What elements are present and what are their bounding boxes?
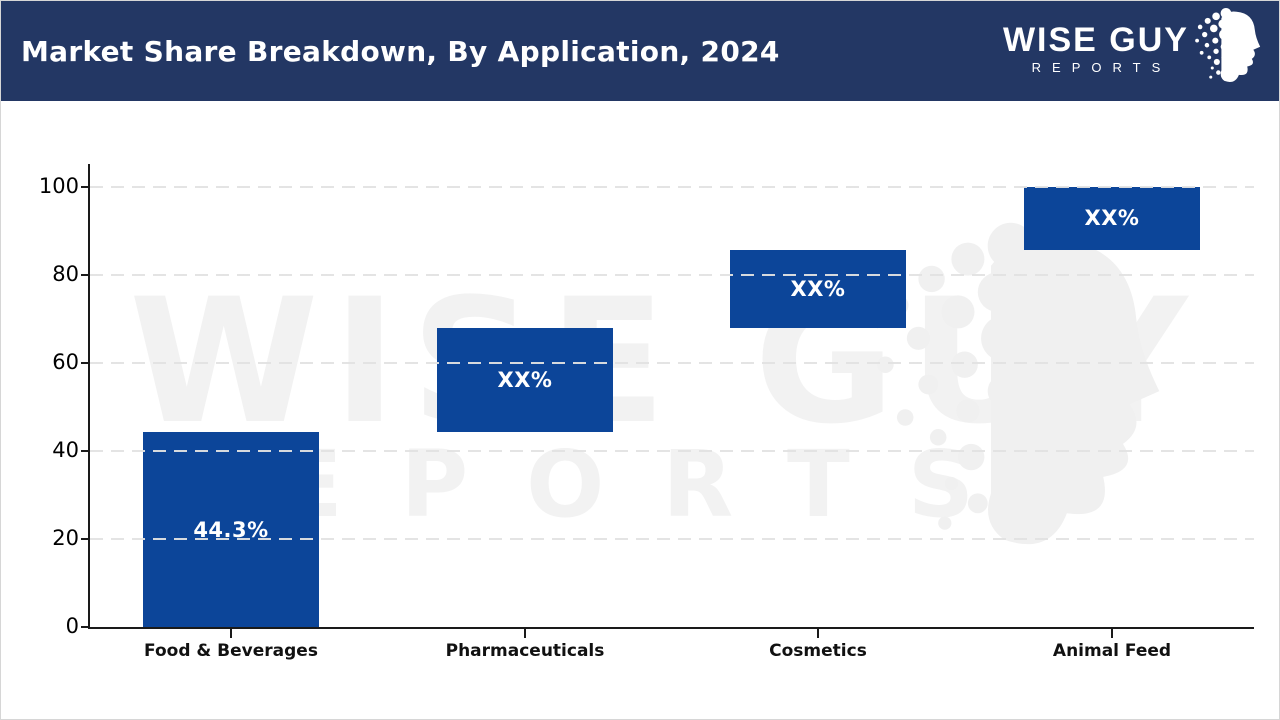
- logo-wordmark: WISE GUY REPORTS: [1002, 20, 1189, 76]
- y-tick-mark: [81, 626, 88, 628]
- x-category-label: Animal Feed: [1052, 641, 1172, 661]
- bar-pharmaceuticals: XX%: [437, 327, 613, 433]
- x-tick-mark: [230, 629, 232, 638]
- x-tick-mark: [524, 629, 526, 638]
- dotted-head-logo-icon: [1195, 7, 1261, 82]
- y-tick-mark: [81, 362, 88, 364]
- y-tick-label: 100: [38, 174, 79, 198]
- y-tick-label: 20: [52, 526, 79, 550]
- x-category-label: Food & Beverages: [144, 641, 318, 661]
- y-tick-label: 40: [52, 438, 79, 462]
- bar-value-label: XX%: [790, 276, 846, 301]
- y-tick-mark: [81, 274, 88, 276]
- y-tick-mark: [81, 186, 88, 188]
- y-tick-label: 80: [52, 262, 79, 286]
- x-tick-mark: [817, 629, 819, 638]
- wise-guy-reports-logo: WISE GUY REPORTS: [1003, 7, 1267, 91]
- header: Market Share Breakdown, By Application, …: [1, 1, 1279, 101]
- y-tick-label: 60: [52, 350, 79, 374]
- gridline-y80: [90, 274, 1254, 276]
- page-title: Market Share Breakdown, By Application, …: [21, 34, 780, 68]
- logo-line2: REPORTS: [1031, 60, 1172, 76]
- bar-cosmetics: XX%: [730, 249, 906, 328]
- y-tick-mark: [81, 450, 88, 452]
- x-tick-mark: [1111, 629, 1113, 638]
- gridline-y20: [90, 538, 1254, 540]
- bar-value-label: 44.3%: [193, 517, 269, 542]
- x-category-label: Pharmaceuticals: [445, 641, 605, 661]
- bar-animal-feed: XX%: [1024, 187, 1200, 250]
- gridline-y40: [90, 450, 1254, 452]
- gridline-y60: [90, 362, 1254, 364]
- y-tick-label: 0: [65, 614, 79, 638]
- y-tick-mark: [81, 538, 88, 540]
- x-category-label: Cosmetics: [769, 641, 867, 661]
- gridline-y100: [90, 186, 1254, 188]
- chart-area: WISE GUY REPORTS 44.3% Food & Beverages XX…: [1, 101, 1279, 719]
- y-axis-line: [88, 164, 90, 629]
- bar-value-label: XX%: [497, 367, 553, 392]
- bar-value-label: XX%: [1084, 206, 1140, 231]
- x-axis-line: [88, 627, 1254, 629]
- bar-food-beverages: 44.3%: [143, 432, 319, 627]
- logo-line1: WISE GUY: [1002, 20, 1189, 59]
